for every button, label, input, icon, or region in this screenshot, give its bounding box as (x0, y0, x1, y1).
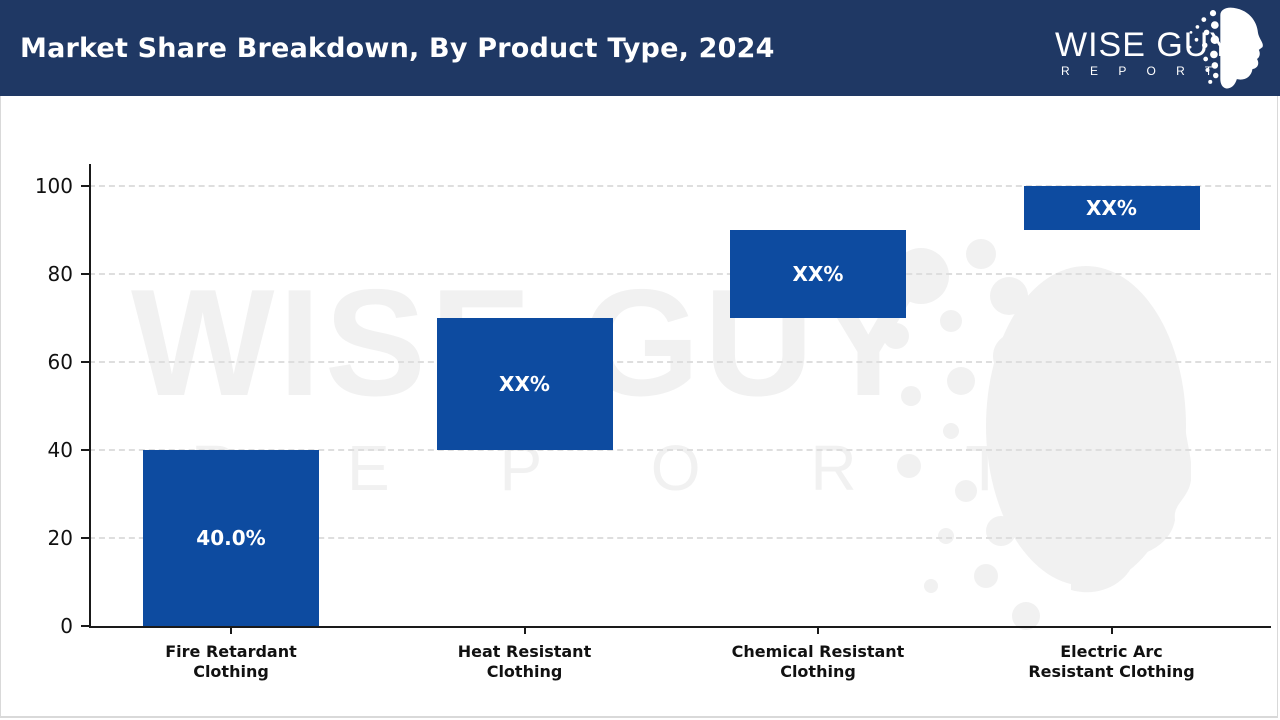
y-tick (81, 625, 89, 627)
wiseguy-logo: WISE GUY R E P O R T S (1025, 0, 1270, 96)
bar-3: XX% (730, 230, 906, 318)
y-tick-label: 20 (47, 526, 73, 550)
bar-value-label: XX% (1086, 196, 1137, 220)
category-label: Electric Arc Resistant Clothing (1028, 642, 1195, 681)
y-tick-label: 40 (47, 438, 73, 462)
y-tick (81, 449, 89, 451)
x-tick (817, 626, 819, 634)
gridline (89, 273, 1271, 275)
category-label: Chemical Resistant Clothing (731, 642, 905, 681)
watermark-subtitle: R E P O R T S (191, 432, 1202, 504)
x-tick (230, 626, 232, 634)
x-axis (89, 626, 1271, 628)
y-tick-label: 100 (34, 174, 73, 198)
logo-subtitle: R E P O R T S (1061, 64, 1249, 78)
bar-2: XX% (436, 318, 613, 450)
logo-face-icon (1188, 7, 1263, 89)
y-tick (81, 273, 89, 275)
x-tick (523, 626, 526, 634)
category-label: Fire Retardant Clothing (165, 642, 297, 681)
y-axis (89, 164, 91, 626)
bar-value-label: XX% (792, 262, 844, 286)
gridline (89, 185, 1271, 187)
chart-title: Market Share Breakdown, By Product Type,… (20, 32, 775, 64)
gridline (89, 449, 1271, 451)
y-tick (81, 185, 89, 187)
bar-1: 40.0% (143, 450, 319, 626)
y-tick-label: 80 (47, 262, 73, 286)
y-tick (81, 537, 89, 539)
x-tick (1110, 626, 1113, 634)
bar-value-label: 40.0% (196, 526, 266, 550)
y-tick (81, 361, 89, 363)
y-tick-label: 60 (47, 350, 73, 374)
category-label: Heat Resistant Clothing (457, 642, 592, 681)
bar-value-label: XX% (499, 372, 550, 396)
bar-4: XX% (1023, 186, 1200, 230)
header: Market Share Breakdown, By Product Type,… (0, 0, 1280, 96)
y-tick-label: 0 (60, 614, 73, 638)
gridline (89, 537, 1271, 539)
chart-area: WISE GUY R E P O R T S 0 20 40 60 80 100 40.0%… (0, 96, 1278, 718)
gridline (89, 361, 1271, 363)
